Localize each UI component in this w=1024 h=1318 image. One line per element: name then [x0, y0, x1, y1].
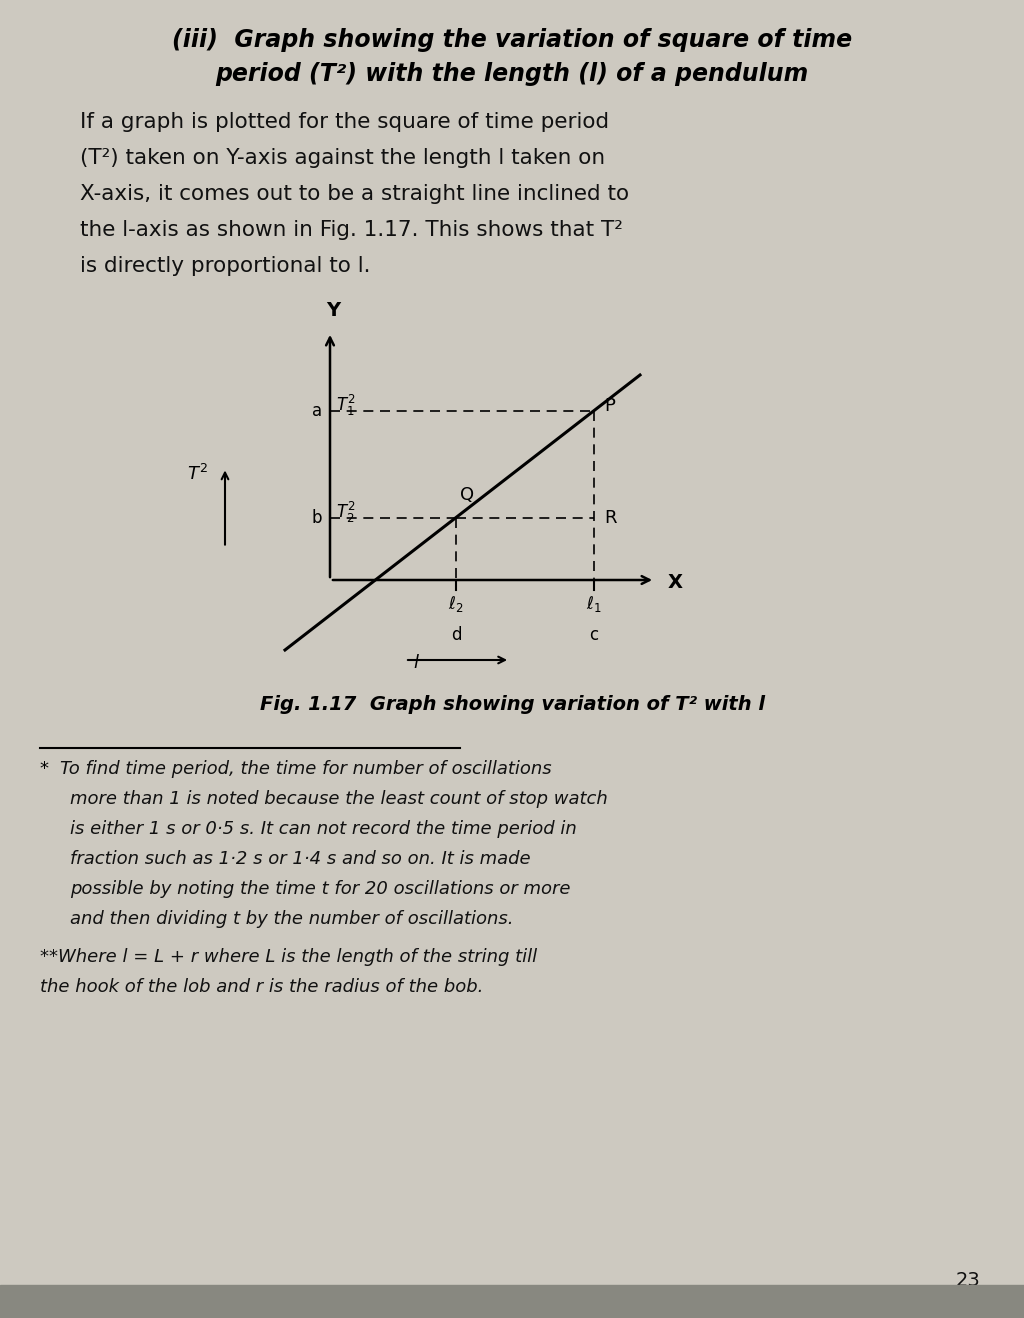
- Text: period (T²) with the length (l) of a pendulum: period (T²) with the length (l) of a pen…: [215, 62, 809, 86]
- Text: a: a: [312, 402, 322, 419]
- Text: If a graph is plotted for the square of time period: If a graph is plotted for the square of …: [80, 112, 609, 132]
- Text: X: X: [668, 572, 683, 592]
- Text: **Where l = L + r where L is the length of the string till: **Where l = L + r where L is the length …: [40, 948, 538, 966]
- Text: *: *: [40, 760, 54, 778]
- Text: more than 1 is noted because the least count of stop watch: more than 1 is noted because the least c…: [70, 789, 608, 808]
- Text: Q: Q: [460, 485, 474, 503]
- Text: b: b: [311, 509, 322, 526]
- Text: the l-axis as shown in Fig. 1.17. This shows that T²: the l-axis as shown in Fig. 1.17. This s…: [80, 220, 623, 240]
- Text: is either 1 s or 0·5 s. It can not record the time period in: is either 1 s or 0·5 s. It can not recor…: [70, 820, 577, 838]
- Text: $\ell_1$: $\ell_1$: [587, 594, 602, 614]
- Text: To find time period, the time for number of oscillations: To find time period, the time for number…: [60, 760, 552, 778]
- Bar: [0, 1285, 1024, 1318]
- Text: is directly proportional to l.: is directly proportional to l.: [80, 256, 371, 275]
- Text: c: c: [590, 626, 599, 645]
- Text: P: P: [604, 397, 614, 415]
- Text: d: d: [451, 626, 461, 645]
- Text: (iii)  Graph showing the variation of square of time: (iii) Graph showing the variation of squ…: [172, 28, 852, 51]
- Text: Y: Y: [326, 301, 340, 320]
- Text: $T_1^2$: $T_1^2$: [336, 393, 355, 418]
- Text: and then dividing t by the number of oscillations.: and then dividing t by the number of osc…: [70, 909, 513, 928]
- Text: $\ell_2$: $\ell_2$: [449, 594, 464, 614]
- Text: Fig. 1.17  Graph showing variation of T² with l: Fig. 1.17 Graph showing variation of T² …: [259, 695, 765, 714]
- Text: the hook of the lob and r is the radius of the bob.: the hook of the lob and r is the radius …: [40, 978, 483, 996]
- Text: fraction such as 1·2 s or 1·4 s and so on. It is made: fraction such as 1·2 s or 1·4 s and so o…: [70, 850, 530, 869]
- Text: $T_2^2$: $T_2^2$: [336, 500, 355, 525]
- Text: X-axis, it comes out to be a straight line inclined to: X-axis, it comes out to be a straight li…: [80, 185, 629, 204]
- Text: 23: 23: [955, 1271, 980, 1290]
- Text: $T^2$: $T^2$: [186, 464, 208, 484]
- Text: R: R: [604, 509, 616, 526]
- Text: $l$: $l$: [413, 654, 420, 672]
- Text: (T²) taken on Y-axis against the length l taken on: (T²) taken on Y-axis against the length …: [80, 148, 605, 167]
- Text: possible by noting the time t for 20 oscillations or more: possible by noting the time t for 20 osc…: [70, 880, 570, 898]
